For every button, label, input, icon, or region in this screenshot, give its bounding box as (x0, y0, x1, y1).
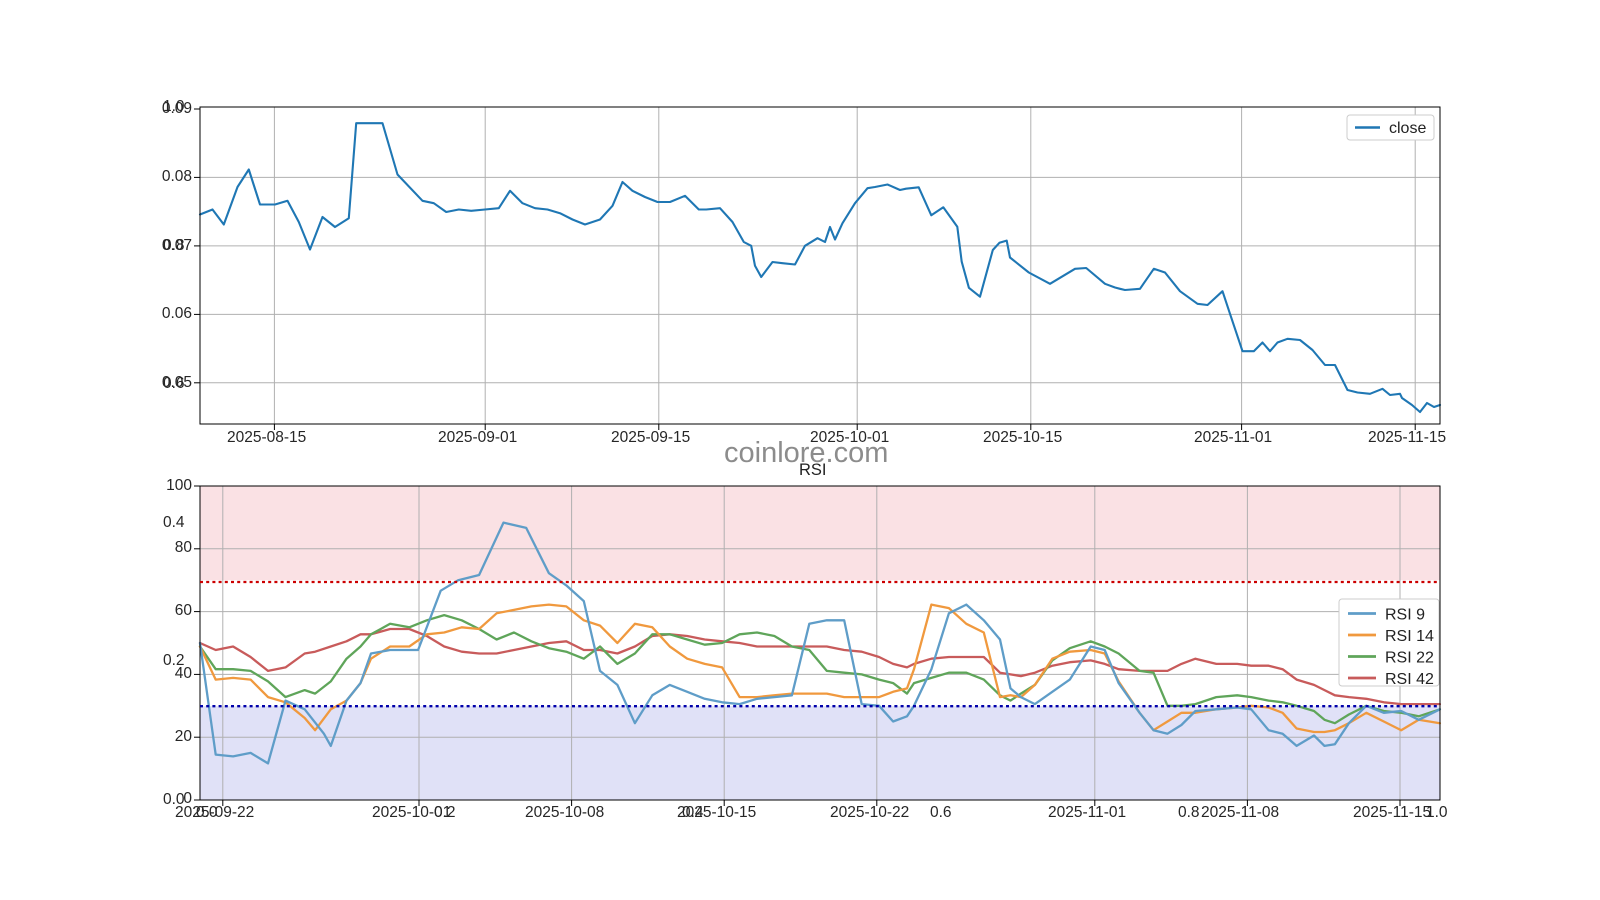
svg-text:RSI 22: RSI 22 (1385, 650, 1434, 667)
svg-text:RSI 42: RSI 42 (1385, 671, 1434, 688)
svg-text:RSI 14: RSI 14 (1385, 628, 1434, 645)
svg-text:close: close (1389, 120, 1426, 137)
svg-text:RSI 9: RSI 9 (1385, 607, 1425, 624)
